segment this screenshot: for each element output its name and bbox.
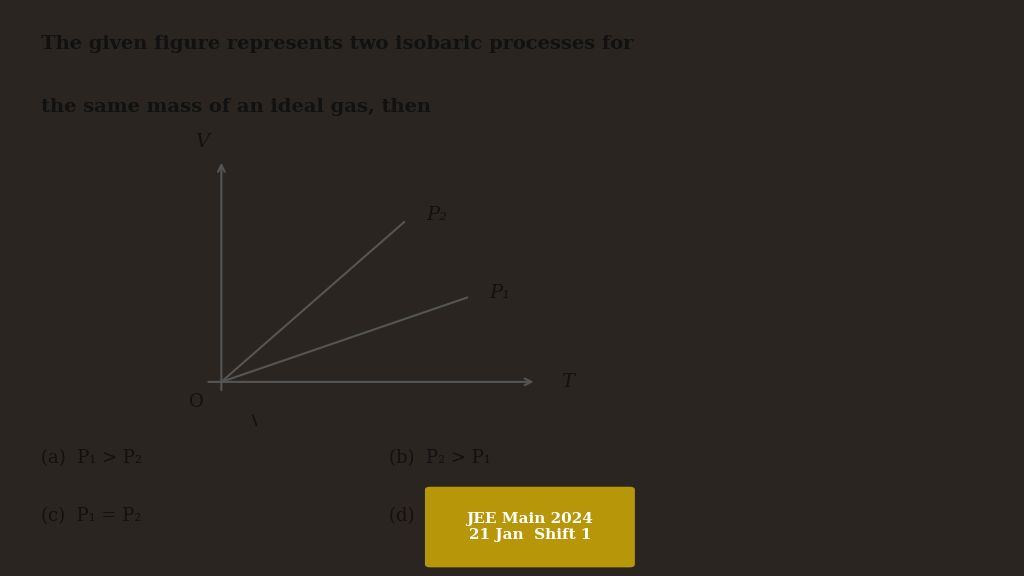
Text: P₂: P₂ [426, 206, 447, 225]
Text: (d)  P₂ ≥ P₁: (d) P₂ ≥ P₁ [389, 507, 492, 525]
FancyBboxPatch shape [425, 487, 635, 567]
Text: P₁: P₁ [489, 284, 510, 302]
Text: (c)  P₁ = P₂: (c) P₁ = P₂ [41, 507, 141, 525]
Text: V: V [196, 133, 210, 151]
Text: The given figure represents two isobaric processes for: The given figure represents two isobaric… [41, 35, 633, 52]
Text: (a)  P₁ > P₂: (a) P₁ > P₂ [41, 449, 142, 467]
Text: JEE Main 2024
21 Jan  Shift 1: JEE Main 2024 21 Jan Shift 1 [467, 512, 593, 542]
Text: (b)  P₂ > P₁: (b) P₂ > P₁ [389, 449, 490, 467]
Text: O: O [188, 393, 204, 411]
Text: T: T [561, 373, 574, 391]
Text: the same mass of an ideal gas, then: the same mass of an ideal gas, then [41, 98, 431, 116]
